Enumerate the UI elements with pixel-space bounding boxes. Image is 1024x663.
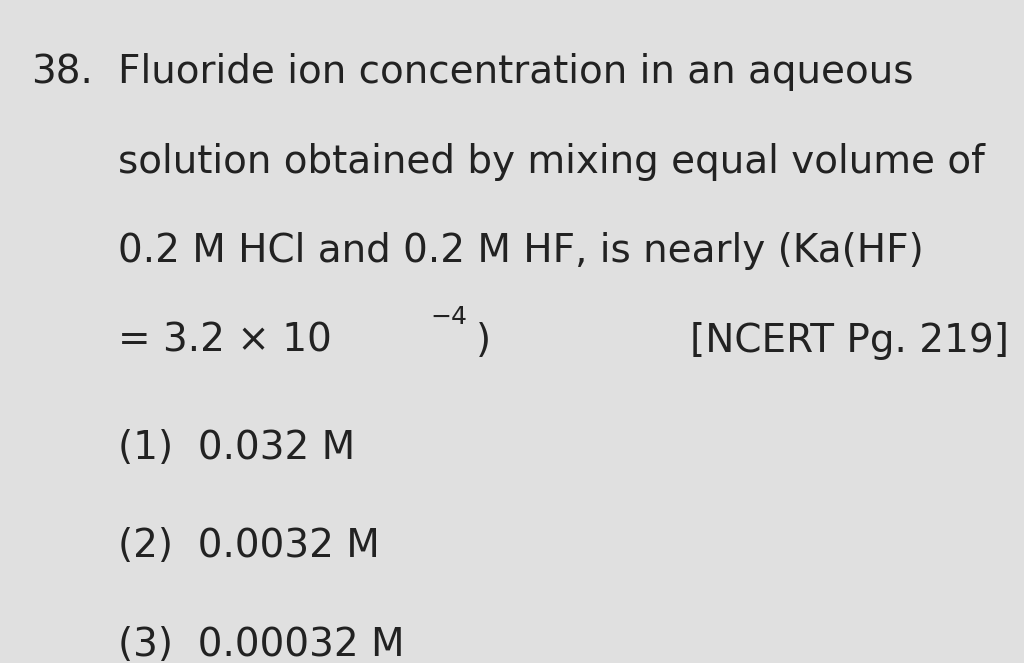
Text: (3)  0.00032 M: (3) 0.00032 M [118, 626, 404, 663]
Text: ): ) [476, 322, 492, 359]
Text: (1)  0.032 M: (1) 0.032 M [118, 429, 355, 467]
Text: −4: −4 [430, 305, 467, 329]
Text: (2)  0.0032 M: (2) 0.0032 M [118, 528, 380, 566]
Text: = 3.2 × 10: = 3.2 × 10 [118, 322, 332, 359]
Text: Fluoride ion concentration in an aqueous: Fluoride ion concentration in an aqueous [118, 53, 913, 91]
Text: solution obtained by mixing equal volume of: solution obtained by mixing equal volume… [118, 143, 985, 180]
Text: [NCERT Pg. 219]: [NCERT Pg. 219] [689, 322, 1009, 359]
Text: 38.: 38. [31, 53, 92, 91]
Text: 0.2 M HCl and 0.2 M HF, is nearly (Ka(HF): 0.2 M HCl and 0.2 M HF, is nearly (Ka(HF… [118, 232, 924, 270]
